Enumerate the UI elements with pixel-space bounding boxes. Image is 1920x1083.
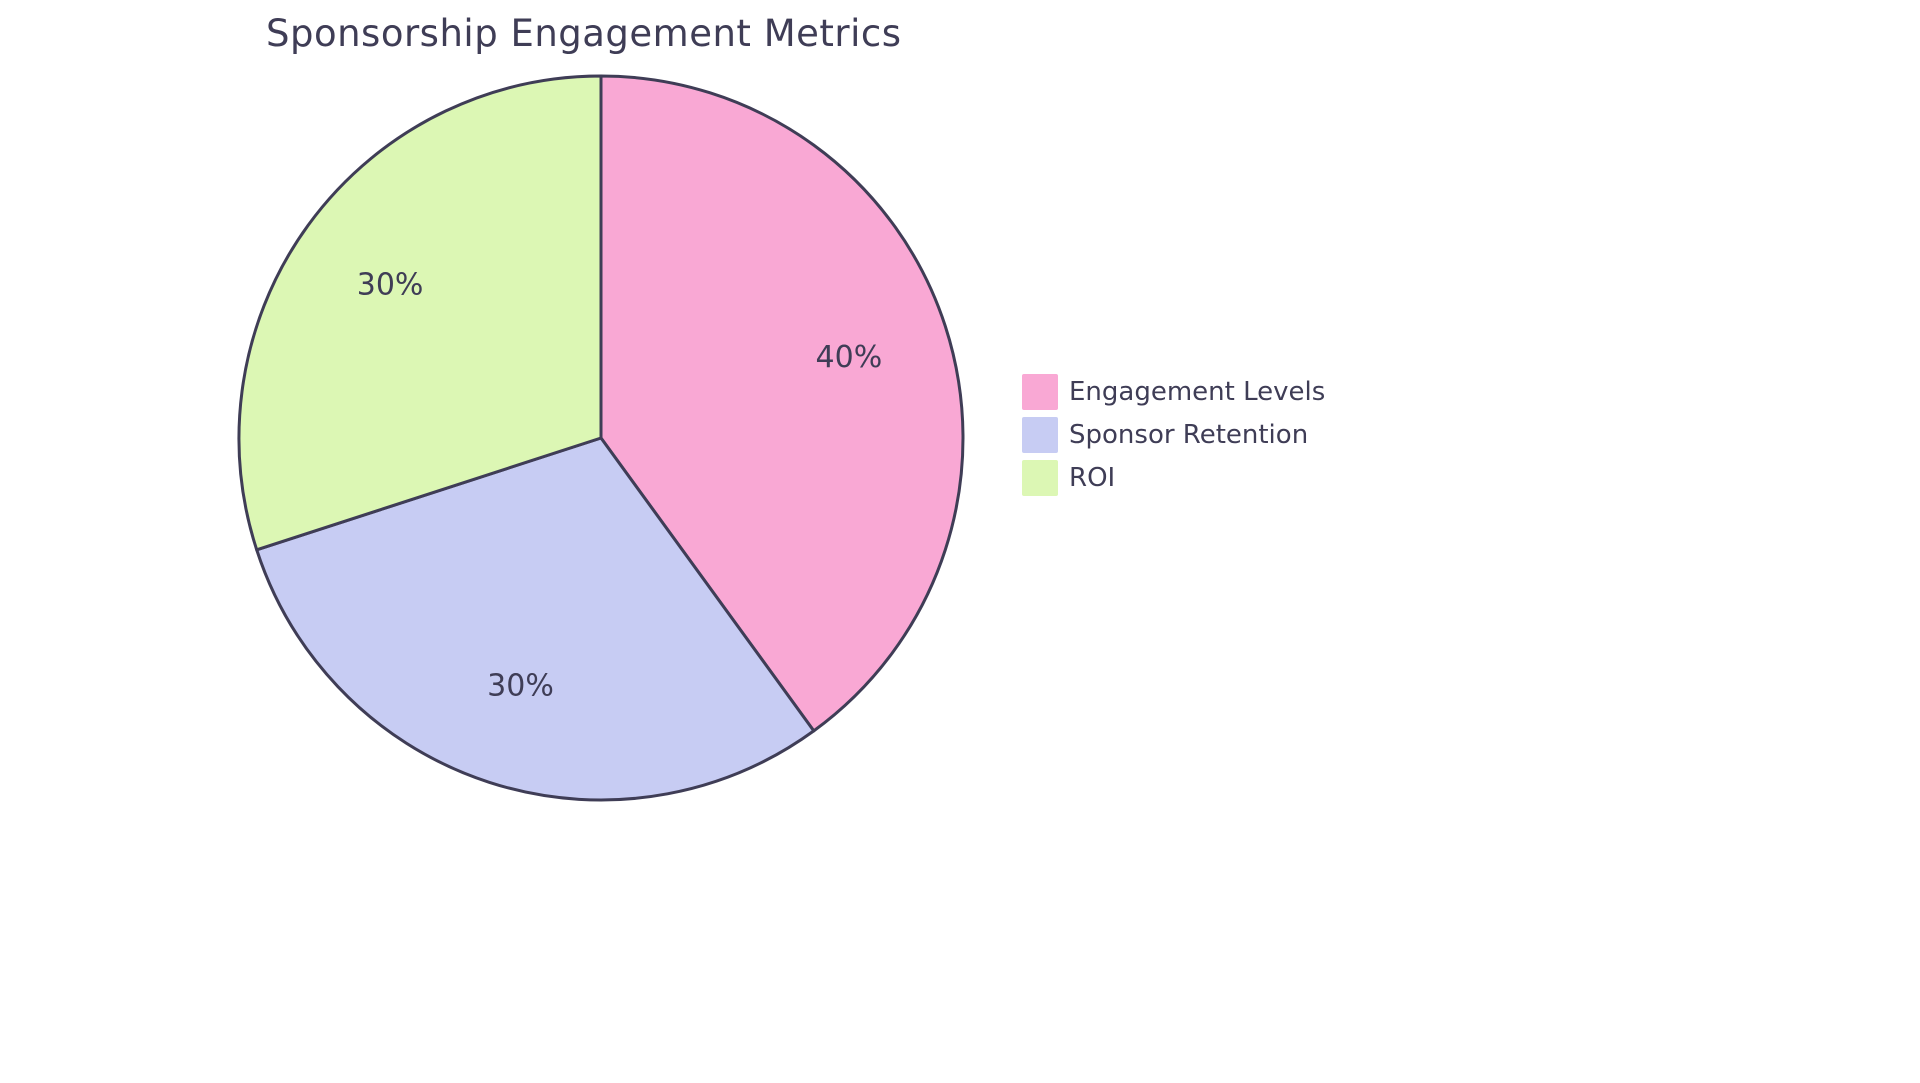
legend-swatch-roi [1022, 460, 1058, 496]
pie-slice-roi [237, 74, 603, 552]
pie-slice-engagement-levels [599, 74, 965, 733]
legend-swatch-sponsor-retention [1022, 417, 1058, 453]
legend-item-sponsor-retention: Sponsor Retention [1022, 417, 1325, 453]
slice-percentage-label-sponsor-retention: 30% [487, 668, 554, 703]
legend-label-sponsor-retention: Sponsor Retention [1069, 420, 1309, 450]
legend-label-roi: ROI [1069, 463, 1116, 493]
legend-item-engagement-levels: Engagement Levels [1022, 374, 1325, 410]
pie-chart-svg: 40% 30% 30% [237, 74, 965, 802]
chart-title: Sponsorship Engagement Metrics [266, 12, 902, 55]
legend-item-roi: ROI [1022, 460, 1325, 496]
legend: Engagement Levels Sponsor Retention ROI [1022, 374, 1325, 496]
pie-chart: 40% 30% 30% [231, 68, 971, 808]
slice-percentage-label-roi: 30% [357, 267, 424, 302]
pie-slice-sponsor-retention [255, 436, 816, 802]
legend-label-engagement-levels: Engagement Levels [1069, 377, 1326, 407]
slice-percentage-label-engagement-levels: 40% [816, 340, 883, 375]
legend-swatch-engagement-levels [1022, 374, 1058, 410]
